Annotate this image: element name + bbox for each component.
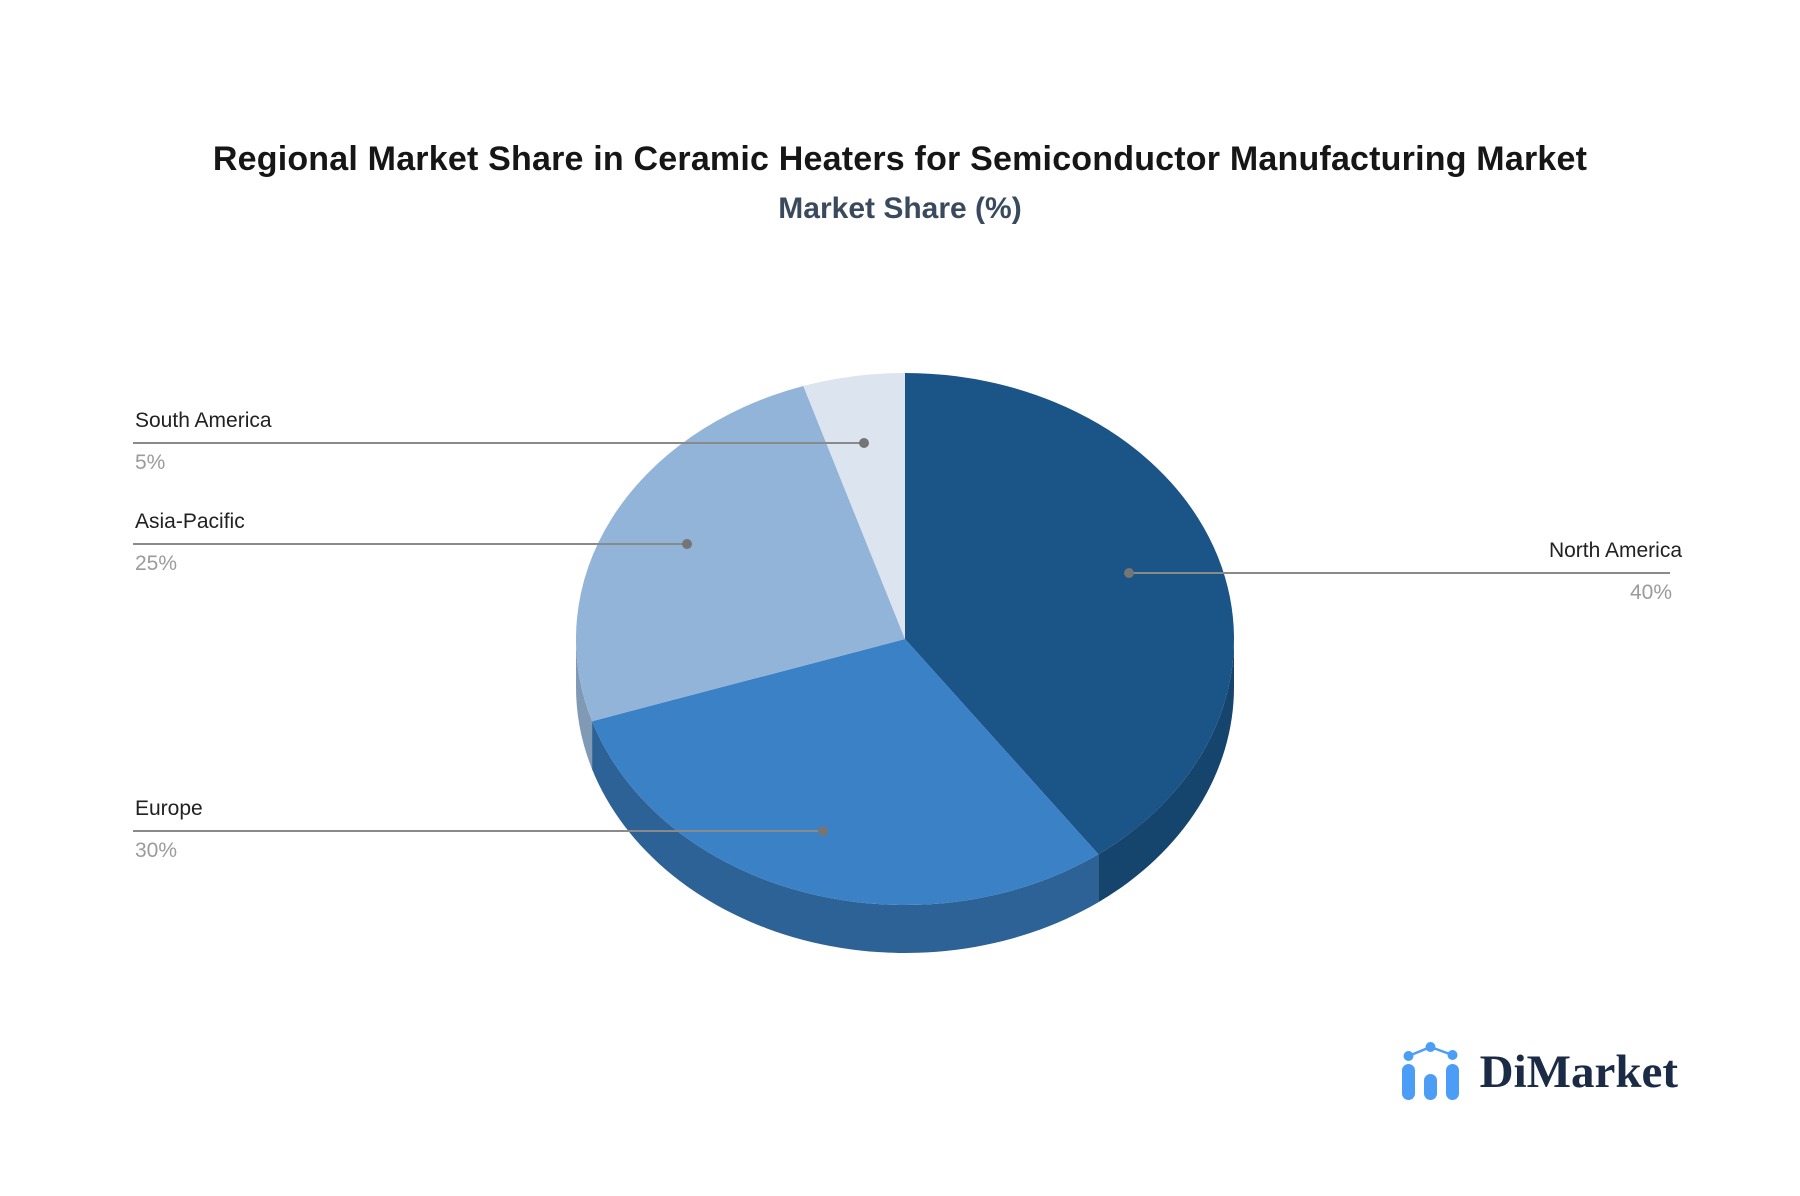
- slice-label-europe: Europe: [135, 797, 203, 820]
- chart-title: Regional Market Share in Ceramic Heaters…: [212, 140, 1588, 178]
- dimarket-logo[interactable]: DiMarket: [1400, 1042, 1678, 1102]
- leader-dot-south-america: [859, 438, 869, 448]
- pie-slice-south-america[interactable]: [803, 373, 905, 639]
- bar-line-chart-logo-icon: [1401, 1042, 1459, 1100]
- slice-pct-europe: 30%: [135, 839, 178, 862]
- slice-pct-north-america: 40%: [1629, 581, 1672, 604]
- pie-slice-asia-pacific[interactable]: [576, 386, 905, 722]
- slice-pct-asia-pacific: 25%: [135, 552, 178, 575]
- slice-label-north-america: North America: [1548, 539, 1682, 562]
- pie-slice-side-north-america: [1098, 639, 1234, 903]
- slice-label-asia-pacific: Asia-Pacific: [135, 510, 245, 533]
- leader-dot-asia-pacific: [682, 539, 692, 549]
- leader-dot-north-america: [1124, 568, 1134, 578]
- slice-label-south-america: South America: [135, 409, 272, 432]
- pie-slice-north-america[interactable]: [905, 373, 1234, 855]
- logo-text: DiMarket: [1479, 1045, 1678, 1098]
- chart-subtitle: Market Share (%): [778, 192, 1022, 225]
- slice-pct-south-america: 5%: [135, 451, 166, 474]
- pie-slice-side-asia-pacific: [576, 639, 593, 770]
- pie-slice-europe[interactable]: [592, 639, 1099, 905]
- leader-dot-europe: [818, 826, 828, 836]
- pie-slice-side-europe: [592, 721, 1099, 954]
